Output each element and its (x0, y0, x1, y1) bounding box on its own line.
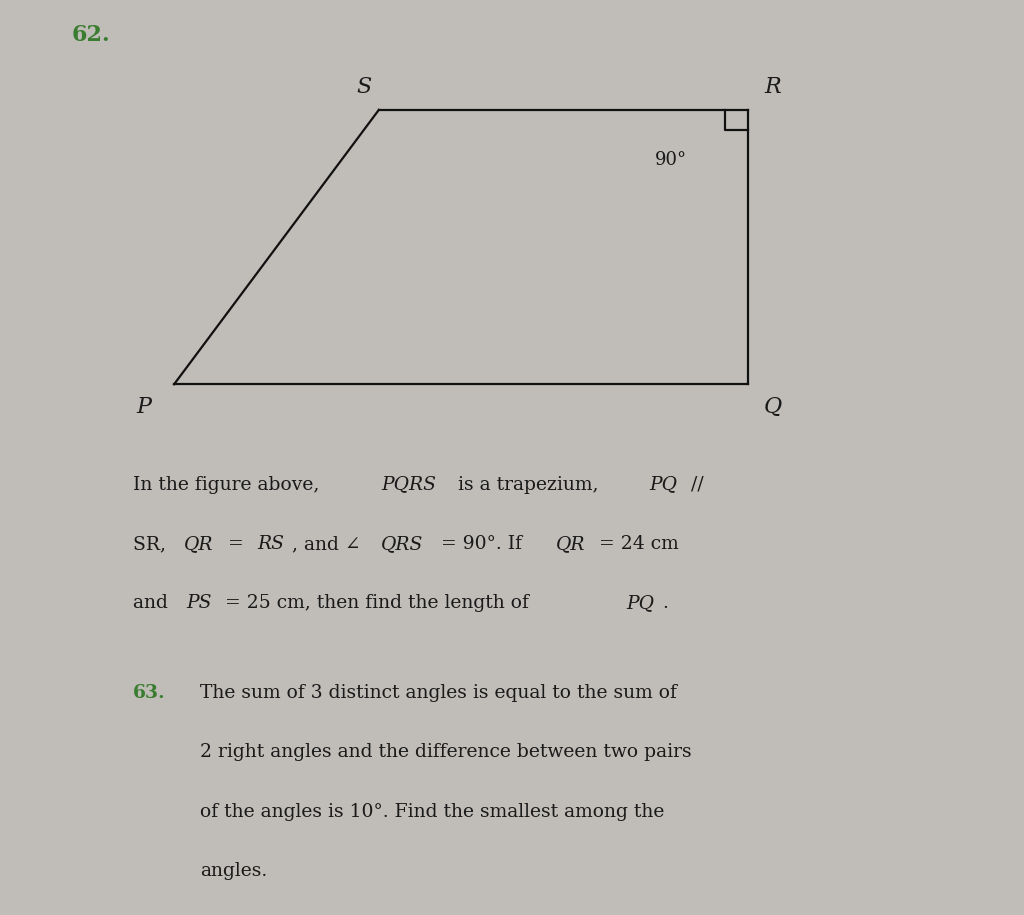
Text: QRS: QRS (381, 535, 423, 553)
Text: Q: Q (764, 396, 782, 418)
Text: 63.: 63. (133, 684, 166, 702)
Text: 90°: 90° (654, 151, 687, 169)
Text: and: and (133, 595, 174, 612)
Text: PQ: PQ (649, 476, 677, 493)
Text: .: . (663, 595, 669, 612)
Text: S: S (356, 76, 371, 98)
Text: is a trapezium,: is a trapezium, (453, 476, 605, 493)
Text: , and ∠: , and ∠ (292, 535, 360, 553)
Text: 62.: 62. (72, 24, 111, 46)
Text: In the figure above,: In the figure above, (133, 476, 326, 493)
Text: PQ: PQ (627, 595, 654, 612)
Text: 2 right angles and the difference between two pairs: 2 right angles and the difference betwee… (200, 743, 691, 761)
Text: = 25 cm, then find the length of: = 25 cm, then find the length of (219, 595, 535, 612)
Text: //: // (685, 476, 703, 493)
Text: QR: QR (183, 535, 213, 553)
Text: = 90°. If: = 90°. If (435, 535, 528, 553)
Text: RS: RS (257, 535, 285, 553)
Text: = 24 cm: = 24 cm (594, 535, 679, 553)
Text: =: = (221, 535, 249, 553)
Text: PQRS: PQRS (381, 476, 436, 493)
Text: P: P (136, 396, 151, 418)
Text: SR,: SR, (133, 535, 172, 553)
Text: of the angles is 10°. Find the smallest among the: of the angles is 10°. Find the smallest … (200, 802, 664, 821)
Text: The sum of 3 distinct angles is equal to the sum of: The sum of 3 distinct angles is equal to… (200, 684, 677, 702)
Text: QR: QR (555, 535, 585, 553)
Text: PS: PS (186, 595, 211, 612)
Text: R: R (765, 76, 781, 98)
Text: angles.: angles. (200, 862, 267, 880)
